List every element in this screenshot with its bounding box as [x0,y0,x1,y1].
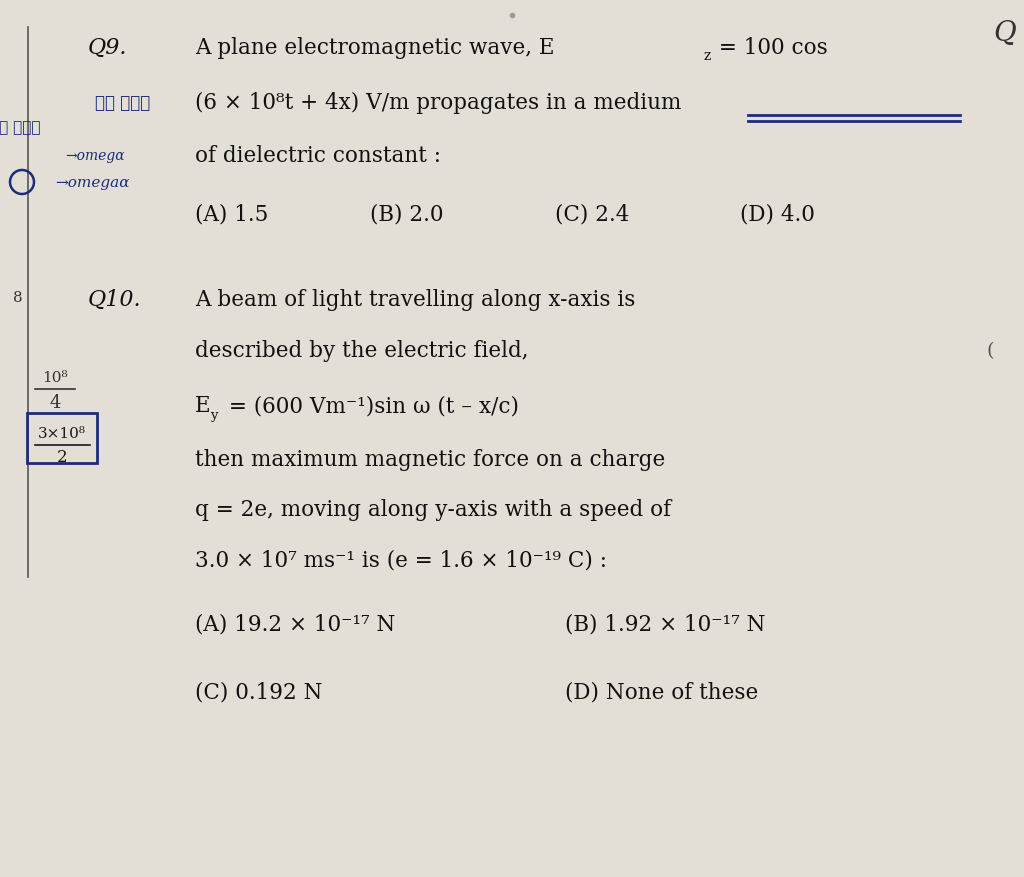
Text: 3.0 × 10⁷ ms⁻¹ is (e = 1.6 × 10⁻¹⁹ C) :: 3.0 × 10⁷ ms⁻¹ is (e = 1.6 × 10⁻¹⁹ C) : [195,548,607,570]
Text: y: y [210,408,217,421]
Text: →omegα: →omegα [65,149,125,163]
Text: Q9.: Q9. [88,37,128,59]
Text: (A) 1.5: (A) 1.5 [195,203,268,225]
Text: 4: 4 [49,394,60,411]
Text: (6 × 10⁸t + 4x) V/m propagates in a medium: (6 × 10⁸t + 4x) V/m propagates in a medi… [195,92,681,114]
Text: (B) 2.0: (B) 2.0 [370,203,443,225]
Text: 8: 8 [13,290,23,304]
Text: Q: Q [993,19,1017,46]
Text: 2: 2 [56,449,68,466]
Text: के साथ: के साथ [95,94,151,112]
Text: of dielectric constant :: of dielectric constant : [195,145,441,167]
Text: 10⁸: 10⁸ [42,371,68,384]
Text: = 100 cos: = 100 cos [712,37,827,59]
Text: (A) 19.2 × 10⁻¹⁷ N: (A) 19.2 × 10⁻¹⁷ N [195,612,395,634]
Text: q = 2e, moving along y-axis with a speed of: q = 2e, moving along y-axis with a speed… [195,498,671,520]
Text: A beam of light travelling along x-axis is: A beam of light travelling along x-axis … [195,289,635,310]
Text: E: E [195,395,211,417]
Text: 3×10⁸: 3×10⁸ [38,426,86,440]
Text: z: z [705,49,712,63]
Text: described by the electric field,: described by the electric field, [195,339,528,361]
Text: के साथ: के साथ [0,120,40,135]
Text: = (600 Vm⁻¹)sin ω (t – x/c): = (600 Vm⁻¹)sin ω (t – x/c) [222,395,519,417]
Text: (C) 2.4: (C) 2.4 [555,203,630,225]
Text: (B) 1.92 × 10⁻¹⁷ N: (B) 1.92 × 10⁻¹⁷ N [565,612,766,634]
Text: then maximum magnetic force on a charge: then maximum magnetic force on a charge [195,448,666,470]
Text: Q10.: Q10. [88,289,141,310]
Text: (C) 0.192 N: (C) 0.192 N [195,681,323,703]
Text: (D) 4.0: (D) 4.0 [740,203,815,225]
Text: (: ( [986,342,994,360]
Text: (D) None of these: (D) None of these [565,681,758,703]
Text: A plane electromagnetic wave, E: A plane electromagnetic wave, E [195,37,555,59]
Text: →omegaα: →omegaα [55,175,129,189]
